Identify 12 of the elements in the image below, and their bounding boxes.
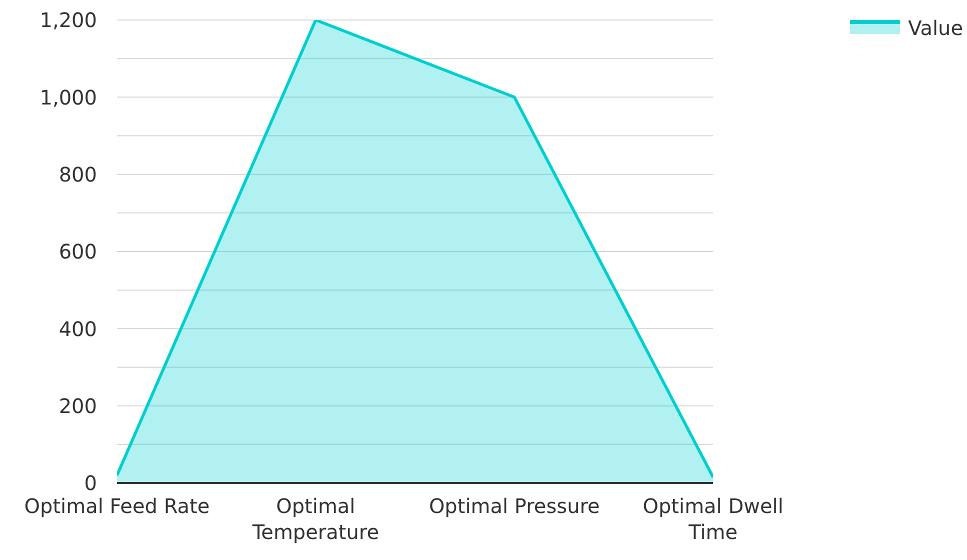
y-tick-label: 1,000 [40, 85, 97, 110]
legend-label: Value [908, 16, 963, 40]
y-tick-label: 1,200 [40, 8, 97, 32]
x-tick-label: Optimal Dwell Time [642, 494, 784, 544]
y-tick-label: 600 [58, 240, 97, 264]
x-tick-label: Optimal Feed Rate [24, 494, 210, 518]
y-tick-label: 0 [84, 471, 97, 496]
y-tick-label: 400 [58, 316, 97, 341]
x-tick-label: Optimal Temperature [251, 494, 380, 544]
y-tick-label: 800 [58, 162, 97, 186]
y-tick-label: 200 [58, 394, 97, 418]
x-tick-label: Optimal Pressure [428, 494, 600, 518]
